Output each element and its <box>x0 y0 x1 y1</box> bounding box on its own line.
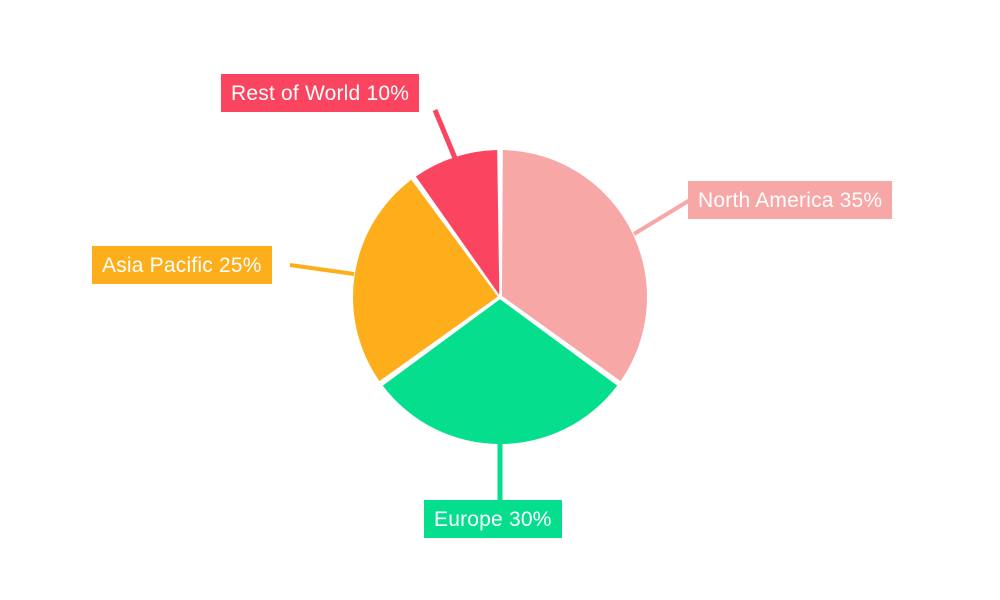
pie-slice-rest-of-world[interactable] <box>415 150 500 295</box>
pie-label-rest-of-world-text: Rest of World 10% <box>231 81 410 105</box>
pie-slice-europe[interactable] <box>382 299 618 444</box>
pie-label-asia-pacific-text: Asia Pacific 25% <box>102 253 262 277</box>
pie-leader-lines <box>289 109 692 502</box>
leader-line-asia-pacific <box>289 263 355 276</box>
pie-slice-asia-pacific[interactable] <box>353 179 498 382</box>
pie-slice-north-america[interactable] <box>501 150 647 382</box>
pie-label-north-america-text: North America 35% <box>698 188 883 212</box>
leader-line-rest-of-world <box>432 109 458 159</box>
leader-line-north-america <box>632 198 692 236</box>
pie-label-asia-pacific[interactable]: Asia Pacific 25% <box>92 246 272 284</box>
pie-label-north-america[interactable]: North America 35% <box>688 181 893 219</box>
pie-label-europe-text: Europe 30% <box>434 507 552 531</box>
pie-label-rest-of-world[interactable]: Rest of World 10% <box>221 74 420 112</box>
pie-label-europe[interactable]: Europe 30% <box>424 500 562 538</box>
pie-slices <box>353 150 647 444</box>
